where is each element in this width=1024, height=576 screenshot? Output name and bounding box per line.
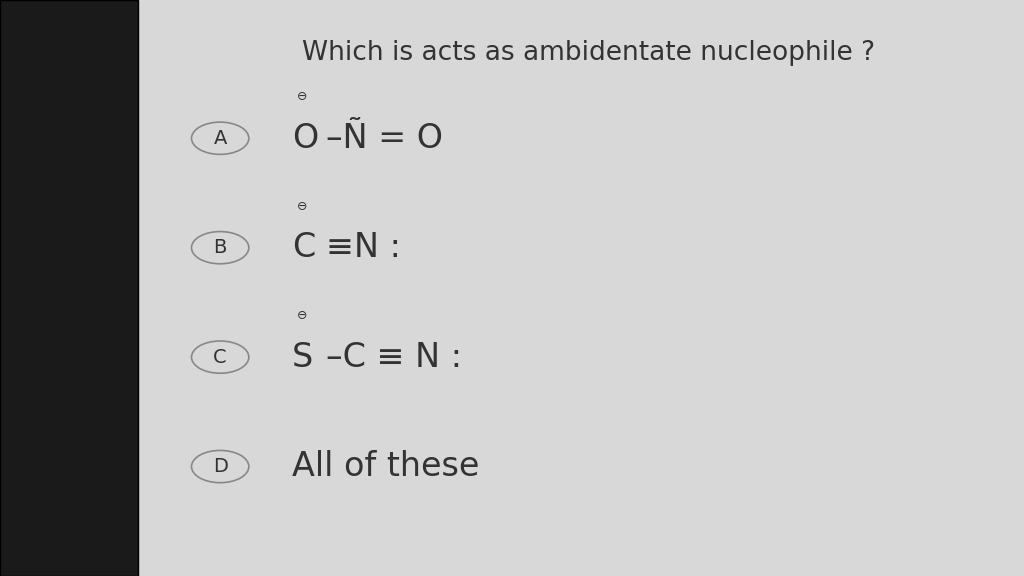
Text: A: A: [213, 129, 227, 147]
Text: B: B: [213, 238, 227, 257]
Text: C: C: [292, 231, 315, 264]
Text: ⊖: ⊖: [297, 90, 307, 103]
Text: All of these: All of these: [292, 450, 479, 483]
Text: O: O: [292, 122, 318, 155]
Text: –C ≡ N :: –C ≡ N :: [326, 340, 462, 374]
Text: D: D: [213, 457, 227, 476]
Text: S: S: [292, 340, 313, 374]
Text: Which is acts as ambidentate nucleophile ?: Which is acts as ambidentate nucleophile…: [302, 40, 876, 66]
Text: ⊖: ⊖: [297, 309, 307, 322]
Text: C: C: [213, 348, 227, 366]
Text: ⊖: ⊖: [297, 200, 307, 213]
FancyBboxPatch shape: [0, 0, 138, 576]
Text: ≡N :: ≡N :: [326, 231, 400, 264]
Text: –Ñ = O: –Ñ = O: [326, 122, 442, 155]
